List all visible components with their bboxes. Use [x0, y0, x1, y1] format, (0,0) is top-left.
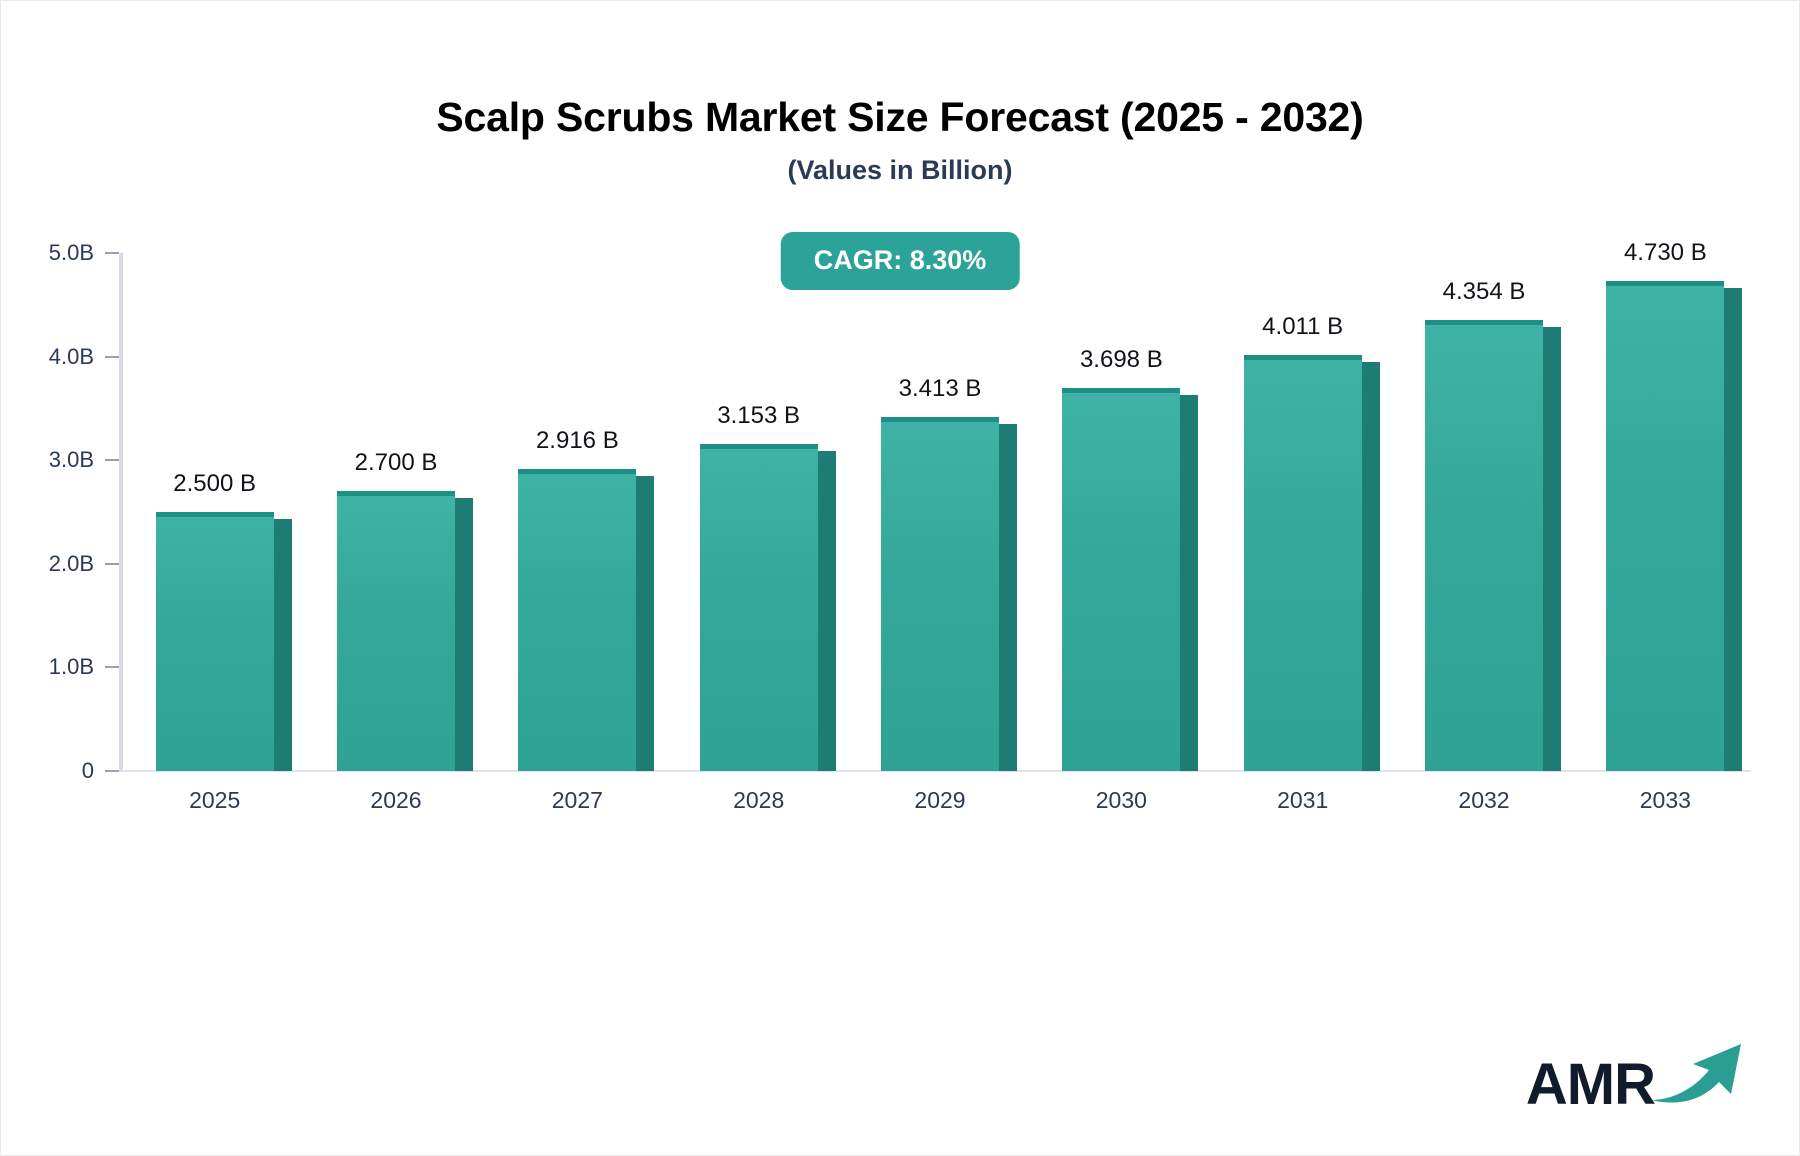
bar-top-edge — [155, 512, 274, 517]
y-axis-tick-mark — [105, 355, 119, 358]
bar-top-edge — [1062, 387, 1181, 393]
bar-value-label: 4.011 B — [1262, 313, 1344, 341]
bar: 4.354 B — [1425, 278, 1561, 771]
x-axis-label: 2027 — [551, 787, 603, 813]
bar-value-label: 3.413 B — [898, 375, 982, 403]
bar: 2.500 B — [155, 470, 292, 771]
y-axis-tick-label: 3.0B — [48, 447, 94, 473]
bar: 3.153 B — [699, 402, 836, 771]
y-axis-tick-label: 1.0B — [48, 654, 94, 680]
bar-top-edge — [518, 468, 637, 474]
y-axis-tick: 2.0B — [30, 551, 119, 577]
cagr-badge: CAGR: 8.30% — [780, 232, 1020, 290]
bar-side-face — [1180, 394, 1199, 771]
x-axis-label: 2030 — [1095, 787, 1147, 813]
bar-value-label: 4.354 B — [1442, 277, 1526, 305]
logo-text: AMR — [1525, 1051, 1656, 1117]
bar-top-edge — [699, 444, 818, 450]
y-axis-tick-mark — [105, 459, 119, 462]
bar-side-face — [273, 519, 292, 771]
bar: 2.916 B — [518, 427, 655, 771]
bar-front-face — [337, 491, 455, 771]
y-axis-line — [119, 253, 123, 771]
y-axis-tick: 3.0B — [30, 447, 119, 473]
bar-front-face — [1606, 280, 1725, 771]
bar-top-edge — [1425, 319, 1543, 325]
bar: 3.698 B — [1062, 346, 1199, 771]
x-axis-label: 2031 — [1277, 787, 1329, 813]
y-axis-tick-label: 2.0B — [48, 550, 94, 576]
y-axis-tick-mark — [105, 562, 119, 565]
bar: 3.413 B — [881, 375, 1017, 771]
bar-top-edge — [1243, 355, 1362, 361]
page-title: Scalp Scrubs Market Size Forecast (2025 … — [436, 94, 1364, 140]
bar-side-face — [455, 498, 473, 771]
bar-front-face — [1062, 387, 1181, 771]
y-axis-tick-mark — [105, 666, 119, 669]
y-axis-tick-label: 4.0B — [48, 343, 94, 369]
growth-arrow-icon — [1649, 1038, 1745, 1109]
x-axis-line — [119, 770, 1751, 772]
x-axis-labels: 2025 2026 2027 2028 2029 2030 2031 2032 2033 — [119, 787, 1751, 827]
bar-top-edge — [1606, 280, 1725, 286]
bar: 2.700 B — [337, 449, 473, 771]
y-axis-tick-label: 5.0B — [48, 240, 94, 265]
bar-value-label: 2.500 B — [173, 470, 257, 497]
y-axis-tick-label: 0 — [81, 758, 94, 783]
bar-front-face — [155, 512, 274, 771]
y-axis-tick: 0 — [30, 758, 119, 784]
plot-area: 5.0B 4.0B 3.0B 2.0B 1.0B 0 2.500 B 2.700 B 2.91… — [49, 239, 1751, 783]
bar-side-face — [1724, 287, 1743, 771]
bar-value-label: 3.153 B — [717, 402, 801, 430]
y-axis-tick: 4.0B — [30, 344, 119, 370]
bar-front-face — [518, 468, 637, 771]
bar: 4.011 B — [1243, 313, 1380, 771]
x-axis-label: 2032 — [1458, 787, 1510, 813]
bar-side-face — [1361, 362, 1380, 771]
bar: 4.730 B — [1606, 239, 1743, 771]
bar-series: 2.500 B 2.700 B 2.916 B 3.153 B 3.413 B 3.698… — [119, 239, 1751, 771]
bar-side-face — [999, 424, 1017, 771]
bar-value-label: 4.730 B — [1623, 238, 1707, 266]
bar-front-face — [881, 417, 999, 771]
bar-value-label: 2.916 B — [535, 426, 619, 454]
x-axis-label: 2026 — [370, 787, 422, 813]
bar-front-face — [699, 444, 818, 771]
bar-side-face — [817, 451, 836, 771]
bar-top-edge — [881, 417, 999, 423]
bar-side-face — [1543, 326, 1561, 771]
x-axis-label: 2025 — [189, 787, 241, 813]
y-axis-tick-mark — [105, 770, 119, 772]
bar-top-edge — [337, 491, 455, 497]
title-block: Scalp Scrubs Market Size Forecast (2025 … — [1, 97, 1799, 184]
bar-side-face — [636, 475, 655, 771]
y-axis-tick: 5.0B — [30, 240, 119, 266]
y-axis-tick-mark — [105, 252, 119, 254]
bar-front-face — [1425, 319, 1543, 771]
x-axis-label: 2028 — [733, 787, 785, 813]
chart-subtitle: (Values in Billion) — [787, 155, 1013, 185]
x-axis-label: 2029 — [914, 787, 966, 813]
x-axis-label: 2033 — [1639, 787, 1691, 813]
bar-value-label: 2.700 B — [354, 449, 438, 477]
y-axis-tick: 1.0B — [30, 654, 119, 680]
bar-front-face — [1243, 355, 1362, 771]
bar-value-label: 3.698 B — [1079, 345, 1163, 373]
amr-logo: AMR — [1525, 1038, 1745, 1117]
